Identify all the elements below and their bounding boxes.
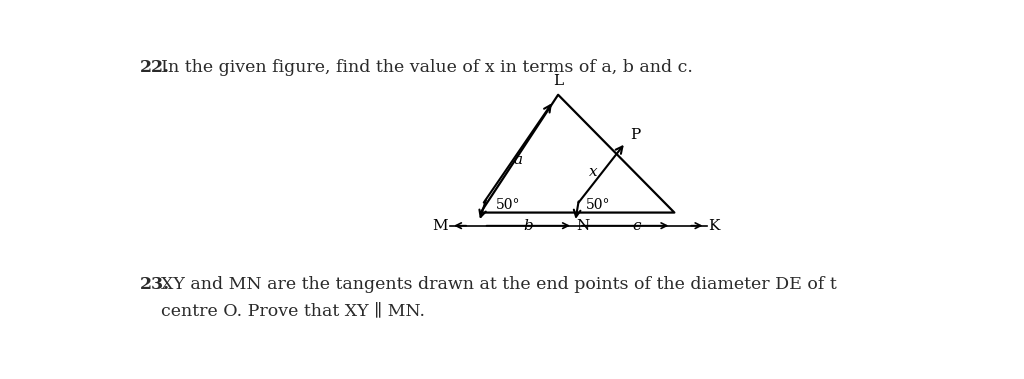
- Text: 22.: 22.: [139, 59, 170, 75]
- Text: centre O. Prove that XY ∥ MN.: centre O. Prove that XY ∥ MN.: [162, 302, 425, 319]
- Text: XY and MN are the tangents drawn at the end points of the diameter DE of t: XY and MN are the tangents drawn at the …: [162, 276, 837, 293]
- Text: 50°: 50°: [586, 199, 610, 213]
- Text: b: b: [523, 219, 534, 233]
- Text: K: K: [708, 219, 719, 233]
- Text: L: L: [553, 74, 563, 88]
- Text: 50°: 50°: [496, 199, 520, 213]
- Text: P: P: [630, 128, 640, 143]
- Text: In the given figure, find the value of x in terms of a, b and c.: In the given figure, find the value of x…: [162, 59, 693, 75]
- Text: M: M: [432, 219, 449, 233]
- Text: 23.: 23.: [139, 276, 170, 293]
- Text: c: c: [633, 219, 641, 233]
- Text: N: N: [577, 219, 590, 233]
- Text: a: a: [514, 153, 523, 167]
- Text: x: x: [589, 164, 598, 179]
